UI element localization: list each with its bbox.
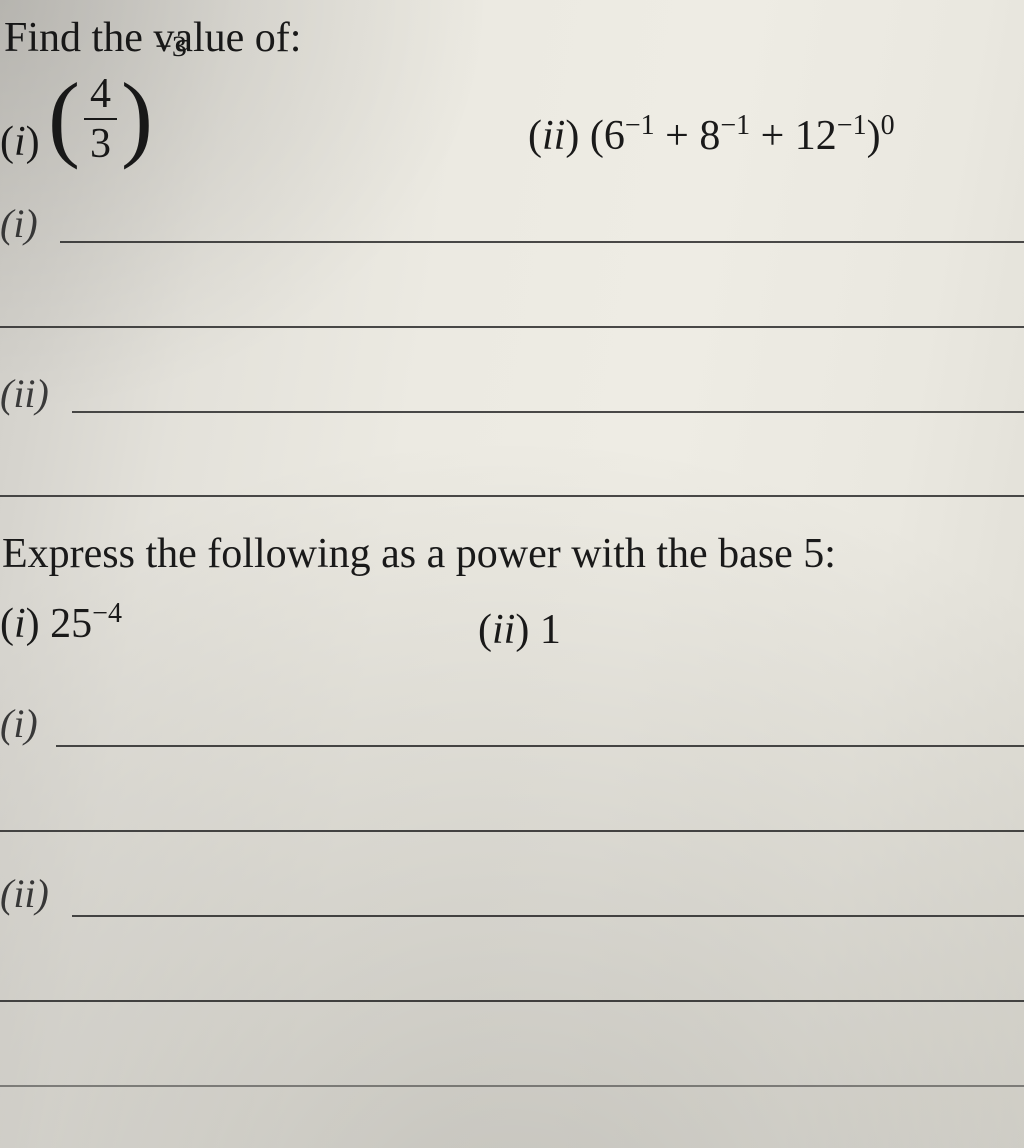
q1-part-i-label: (i) xyxy=(0,118,40,166)
rule-line xyxy=(60,241,1024,243)
rule-line xyxy=(0,1000,1024,1002)
fraction-bar xyxy=(84,118,117,120)
worksheet-page: Find the value of: (i) ( 4 3 ) −3 (ii) (… xyxy=(0,0,1024,1148)
q1-answer-ii-label: (ii) xyxy=(0,370,49,417)
rule-line xyxy=(56,745,1024,747)
fraction-numerator: 4 xyxy=(84,72,117,116)
rule-line xyxy=(0,1085,1024,1087)
q2-part-i-expression: (i) 25−4 xyxy=(0,600,122,648)
rule-line xyxy=(72,915,1024,917)
rule-line xyxy=(72,411,1024,413)
q2-part-ii-expression: (ii) 1 xyxy=(478,606,561,654)
rule-line xyxy=(0,495,1024,497)
q1-heading: Find the value of: xyxy=(4,14,301,62)
q2-answer-ii-label: (ii) xyxy=(0,870,49,917)
exponent: −3 xyxy=(155,30,187,63)
q1-answer-i-label: (i) xyxy=(0,200,38,247)
q1-part-i-expression: ( 4 3 ) −3 xyxy=(48,72,185,166)
rule-line xyxy=(0,326,1024,328)
q1-part-ii-expression: (ii) (6−1 + 8−1 + 12−1)0 xyxy=(528,112,895,160)
q2-answer-i-label: (i) xyxy=(0,700,38,747)
fraction-denominator: 3 xyxy=(84,122,117,166)
rule-line xyxy=(0,830,1024,832)
fraction-4-over-3: 4 3 xyxy=(84,72,117,166)
q2-heading: Express the following as a power with th… xyxy=(2,530,836,578)
